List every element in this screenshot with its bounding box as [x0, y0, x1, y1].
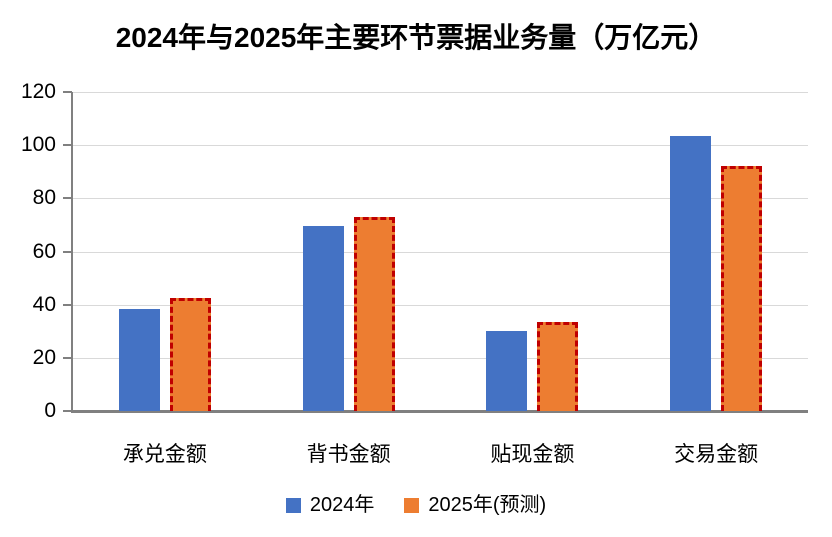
bar-2024年-承兑金额	[118, 309, 160, 411]
y-axis-tick-120	[63, 91, 72, 93]
legend-swatch-2024年	[285, 497, 301, 513]
legend-item-2024年: 2024年	[285, 494, 375, 516]
y-axis-tick-0	[63, 410, 72, 412]
y-axis-tick-100	[63, 144, 72, 147]
y-axis-tick-20	[63, 356, 72, 359]
gridline-40	[73, 304, 808, 306]
chart-title: 2024年与2025年主要环节票据业务量（万亿元）	[115, 22, 717, 53]
gridline-120	[73, 92, 808, 93]
y-axis-tick-60	[63, 250, 72, 253]
gridline-20	[73, 357, 808, 359]
x-axis-label-背书金额: 背书金额	[306, 443, 391, 466]
x-axis-label-交易金额: 交易金额	[674, 443, 759, 466]
x-axis-label-承兑金额: 承兑金额	[122, 443, 207, 466]
y-axis-label-80: 80	[32, 186, 56, 210]
legend-swatch-2025年(预测)	[404, 497, 420, 513]
gridline-100	[73, 145, 808, 147]
plot-area: 0 20 40 60 80 100 120 承兑金额 背书金额 贴现金额 交易金额	[21, 81, 808, 466]
legend: 2024年 2025年(预测)	[0, 494, 832, 516]
legend-label-2024年: 2024年	[309, 494, 375, 516]
bar-2025年(预测)-贴现金额	[537, 321, 579, 411]
gridline-80	[73, 198, 808, 200]
y-axis-label-0: 0	[44, 399, 56, 422]
bar-2024年-背书金额	[302, 225, 344, 411]
x-axis-line	[71, 410, 808, 413]
bar-2025年(预测)-背书金额	[353, 216, 395, 411]
y-axis-label-60: 60	[32, 239, 56, 263]
y-axis-tick-80	[63, 197, 72, 200]
y-axis-label-40: 40	[32, 292, 56, 316]
bar-2025年(预测)-交易金额	[721, 165, 763, 411]
bar-2024年-贴现金额	[486, 330, 528, 411]
x-axis-label-贴现金额: 贴现金额	[490, 443, 575, 466]
bar-2024年-交易金额	[670, 136, 712, 411]
y-axis-label-100: 100	[20, 133, 56, 157]
y-axis-tick-40	[63, 303, 72, 306]
legend-label-2025年(预测): 2025年(预测)	[428, 494, 547, 516]
legend-item-2025年(预测): 2025年(预测)	[404, 494, 546, 516]
y-axis-label-120: 120	[20, 80, 56, 103]
bar-2025年(预测)-承兑金额	[169, 298, 211, 411]
y-axis-line	[71, 92, 73, 413]
gridline-60	[73, 251, 808, 253]
y-axis-label-20: 20	[32, 345, 56, 369]
